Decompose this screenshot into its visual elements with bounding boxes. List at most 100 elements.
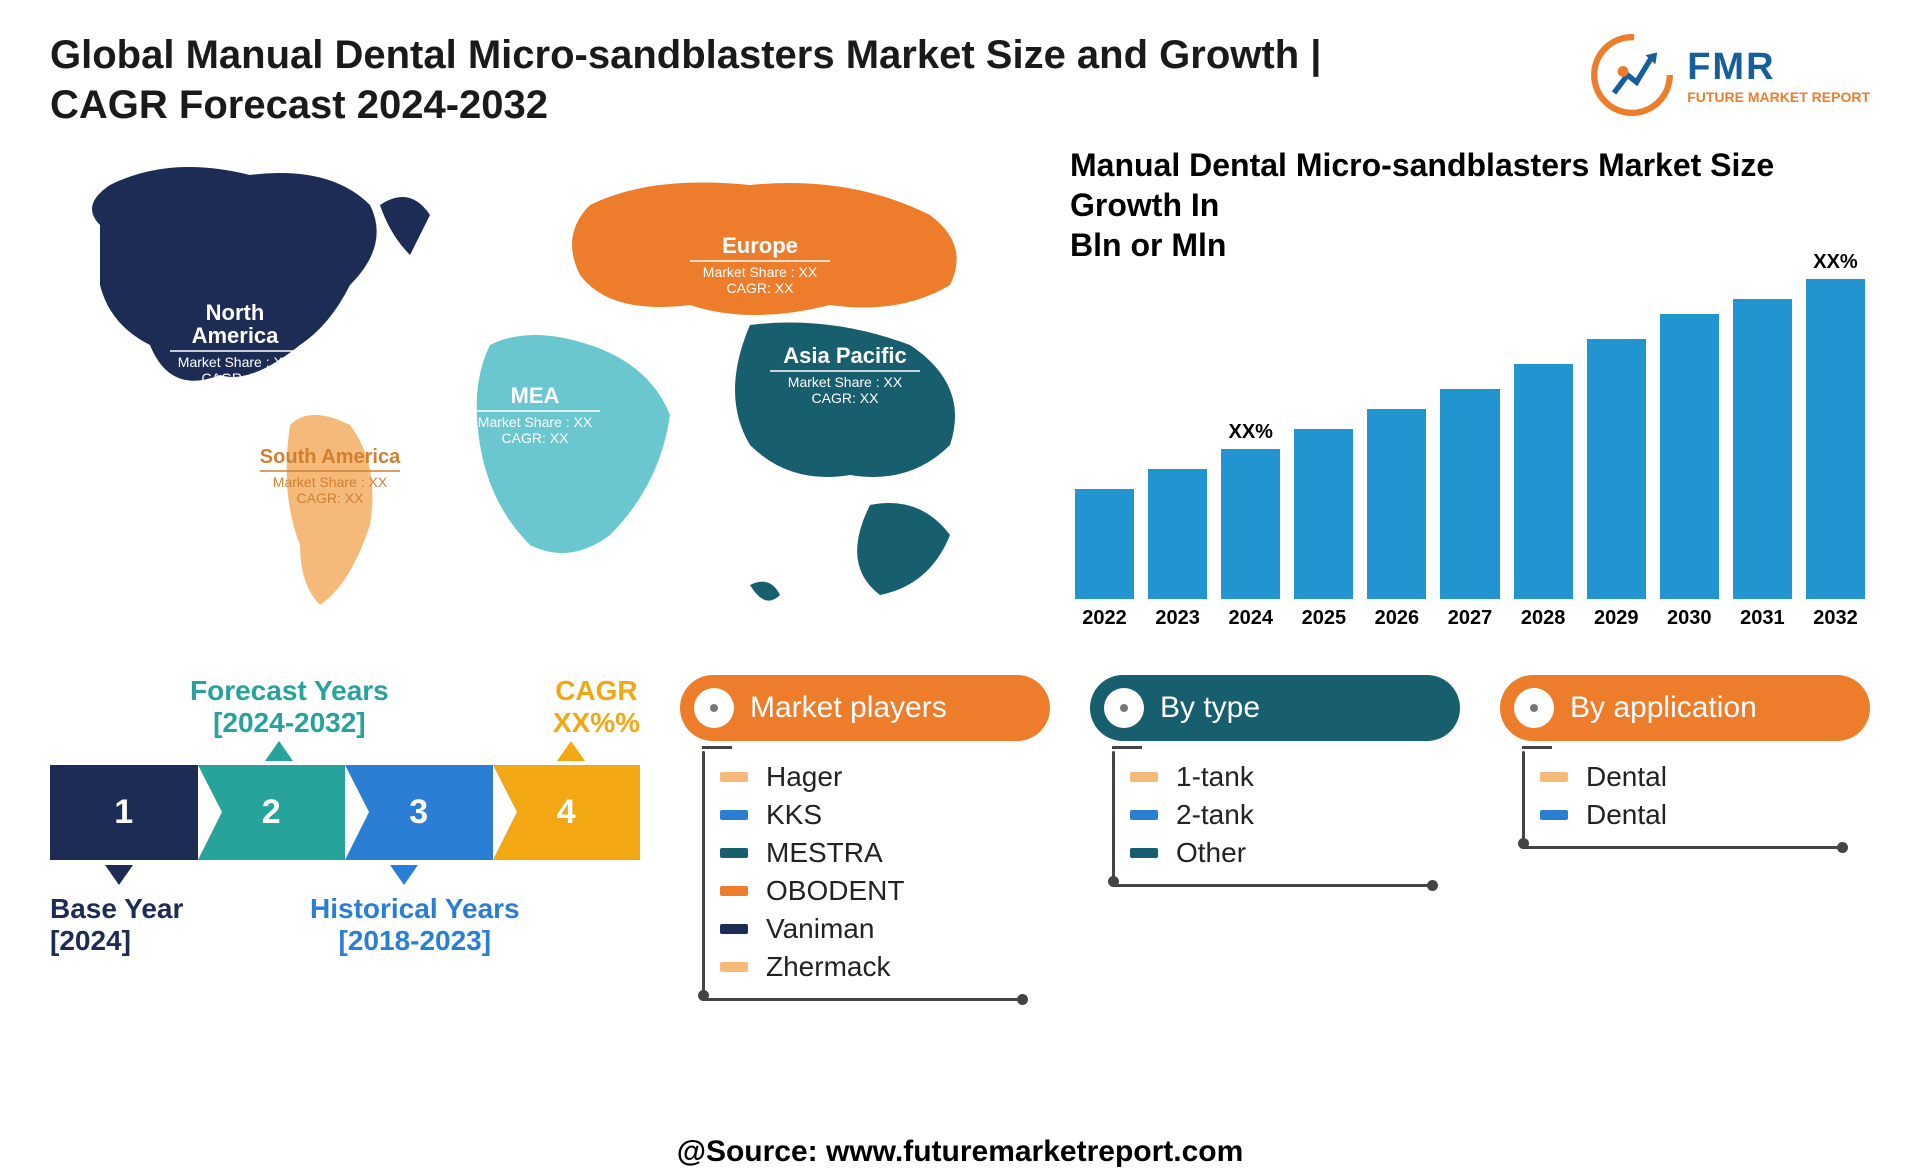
category-items: Hager KKS MESTRA OBODENT Vaniman Zhermack xyxy=(680,761,1050,983)
bar-2030: 2030 xyxy=(1660,314,1719,630)
svg-text:Market Share : XX: Market Share : XX xyxy=(788,374,903,390)
category-pill: By application xyxy=(1500,675,1870,741)
bullet-icon xyxy=(720,886,748,896)
bar-rect xyxy=(1806,279,1865,599)
by-type-column: By type 1-tank 2-tank Other xyxy=(1090,675,1460,875)
cagr-label: CAGRXX%% xyxy=(553,675,640,739)
bar-annotation: XX% xyxy=(1229,421,1273,444)
list-item: Other xyxy=(1130,837,1460,869)
bar-year-label: 2022 xyxy=(1082,607,1127,630)
bar-chart: Manual Dental Micro-sandblasters Market … xyxy=(1060,145,1870,625)
region-north-america xyxy=(92,167,430,381)
item-label: KKS xyxy=(766,799,822,831)
base-arrow-icon xyxy=(105,865,133,885)
category-items: 1-tank 2-tank Other xyxy=(1090,761,1460,869)
item-label: Dental xyxy=(1586,761,1667,793)
bar-rect xyxy=(1440,389,1499,599)
bullet-icon xyxy=(1540,772,1568,782)
item-label: 2-tank xyxy=(1176,799,1254,831)
bar-2026: 2026 xyxy=(1367,409,1426,630)
svg-text:South America: South America xyxy=(260,446,401,468)
bar-year-label: 2031 xyxy=(1740,607,1785,630)
svg-text:MEA: MEA xyxy=(511,383,560,408)
svg-text:Market Share : XX: Market Share : XX xyxy=(478,414,593,430)
bar-rect xyxy=(1367,409,1426,599)
item-label: Hager xyxy=(766,761,842,793)
bar-rect xyxy=(1221,449,1280,599)
bar-rect xyxy=(1294,429,1353,599)
bar-2032: 2032XX% xyxy=(1806,279,1865,630)
source-footer: @Source: www.futuremarketreport.com xyxy=(50,1135,1870,1169)
bullet-icon xyxy=(720,962,748,972)
bar-year-label: 2026 xyxy=(1375,607,1420,630)
bar-rect xyxy=(1075,489,1134,599)
bar-year-label: 2029 xyxy=(1594,607,1639,630)
list-item: Zhermack xyxy=(720,951,1050,983)
bar-2024: 2024XX% xyxy=(1221,449,1280,630)
forecast-label: Forecast Years[2024-2032] xyxy=(190,675,389,739)
base-label: Base Year[2024] xyxy=(50,893,183,957)
logo-sub-text: FUTURE MARKET REPORT xyxy=(1687,89,1870,105)
bar-rect xyxy=(1733,299,1792,599)
svg-text:Asia Pacific: Asia Pacific xyxy=(783,343,907,368)
svg-text:Europe: Europe xyxy=(722,233,798,258)
logo: FMR FUTURE MARKET REPORT xyxy=(1587,30,1870,120)
svg-text:Market Share : XX: Market Share : XX xyxy=(273,474,388,490)
bullet-icon xyxy=(1130,772,1158,782)
chart-title: Manual Dental Micro-sandblasters Market … xyxy=(1070,145,1870,265)
bar-2023: 2023 xyxy=(1148,469,1207,630)
bullet-icon xyxy=(1130,810,1158,820)
bullet-icon xyxy=(1130,848,1158,858)
item-label: 1-tank xyxy=(1176,761,1254,793)
bar-2028: 2028 xyxy=(1514,364,1573,630)
timeline-block: Forecast Years[2024-2032] CAGRXX%% 1234 … xyxy=(50,675,640,860)
svg-text:CAGR: XX: CAGR: XX xyxy=(812,390,880,406)
list-item: 2-tank xyxy=(1130,799,1460,831)
forecast-arrow-icon xyxy=(265,741,293,761)
region-south-america xyxy=(287,415,373,605)
bar-2031: 2031 xyxy=(1733,299,1792,630)
page-title: Global Manual Dental Micro-sandblasters … xyxy=(50,30,1350,130)
category-pill: Market players xyxy=(680,675,1050,741)
item-label: Dental xyxy=(1586,799,1667,831)
cagr-arrow-icon xyxy=(557,741,585,761)
svg-text:CAGR: XX: CAGR: XX xyxy=(297,490,365,506)
svg-text:CAGR: XX: CAGR: XX xyxy=(502,430,570,446)
bar-rect xyxy=(1587,339,1646,599)
historical-arrow-icon xyxy=(390,865,418,885)
bar-year-label: 2024 xyxy=(1228,607,1273,630)
bar-year-label: 2028 xyxy=(1521,607,1566,630)
list-item: Dental xyxy=(1540,761,1870,793)
category-pill: By type xyxy=(1090,675,1460,741)
bar-annotation: XX% xyxy=(1813,251,1857,274)
bar-year-label: 2025 xyxy=(1302,607,1347,630)
bar-year-label: 2023 xyxy=(1155,607,1200,630)
by-application-column: By application Dental Dental xyxy=(1500,675,1870,837)
item-label: Other xyxy=(1176,837,1246,869)
bar-year-label: 2032 xyxy=(1813,607,1858,630)
list-item: Dental xyxy=(1540,799,1870,831)
bar-2029: 2029 xyxy=(1587,339,1646,630)
item-label: MESTRA xyxy=(766,837,883,869)
bar-year-label: 2030 xyxy=(1667,607,1712,630)
historical-label: Historical Years[2018-2023] xyxy=(310,893,520,957)
timeline-seg-1: 1 xyxy=(50,765,198,860)
svg-text:Market Share : XX: Market Share : XX xyxy=(703,264,818,280)
bar-2022: 2022 xyxy=(1075,489,1134,630)
bar-2025: 2025 xyxy=(1294,429,1353,630)
bullet-icon xyxy=(720,848,748,858)
list-item: Hager xyxy=(720,761,1050,793)
svg-text:CAGR: XX: CAGR: XX xyxy=(202,370,270,386)
list-item: Vaniman xyxy=(720,913,1050,945)
svg-text:CAGR: XX: CAGR: XX xyxy=(727,280,795,296)
logo-fmr-text: FMR xyxy=(1687,46,1870,89)
bar-year-label: 2027 xyxy=(1448,607,1493,630)
list-item: OBODENT xyxy=(720,875,1050,907)
category-items: Dental Dental xyxy=(1500,761,1870,831)
item-label: Vaniman xyxy=(766,913,874,945)
list-item: KKS xyxy=(720,799,1050,831)
region-label-sa: South America Market Share : XX CAGR: XX xyxy=(260,446,401,506)
item-label: Zhermack xyxy=(766,951,890,983)
svg-text:Market Share : XX: Market Share : XX xyxy=(178,354,293,370)
bar-rect xyxy=(1660,314,1719,599)
